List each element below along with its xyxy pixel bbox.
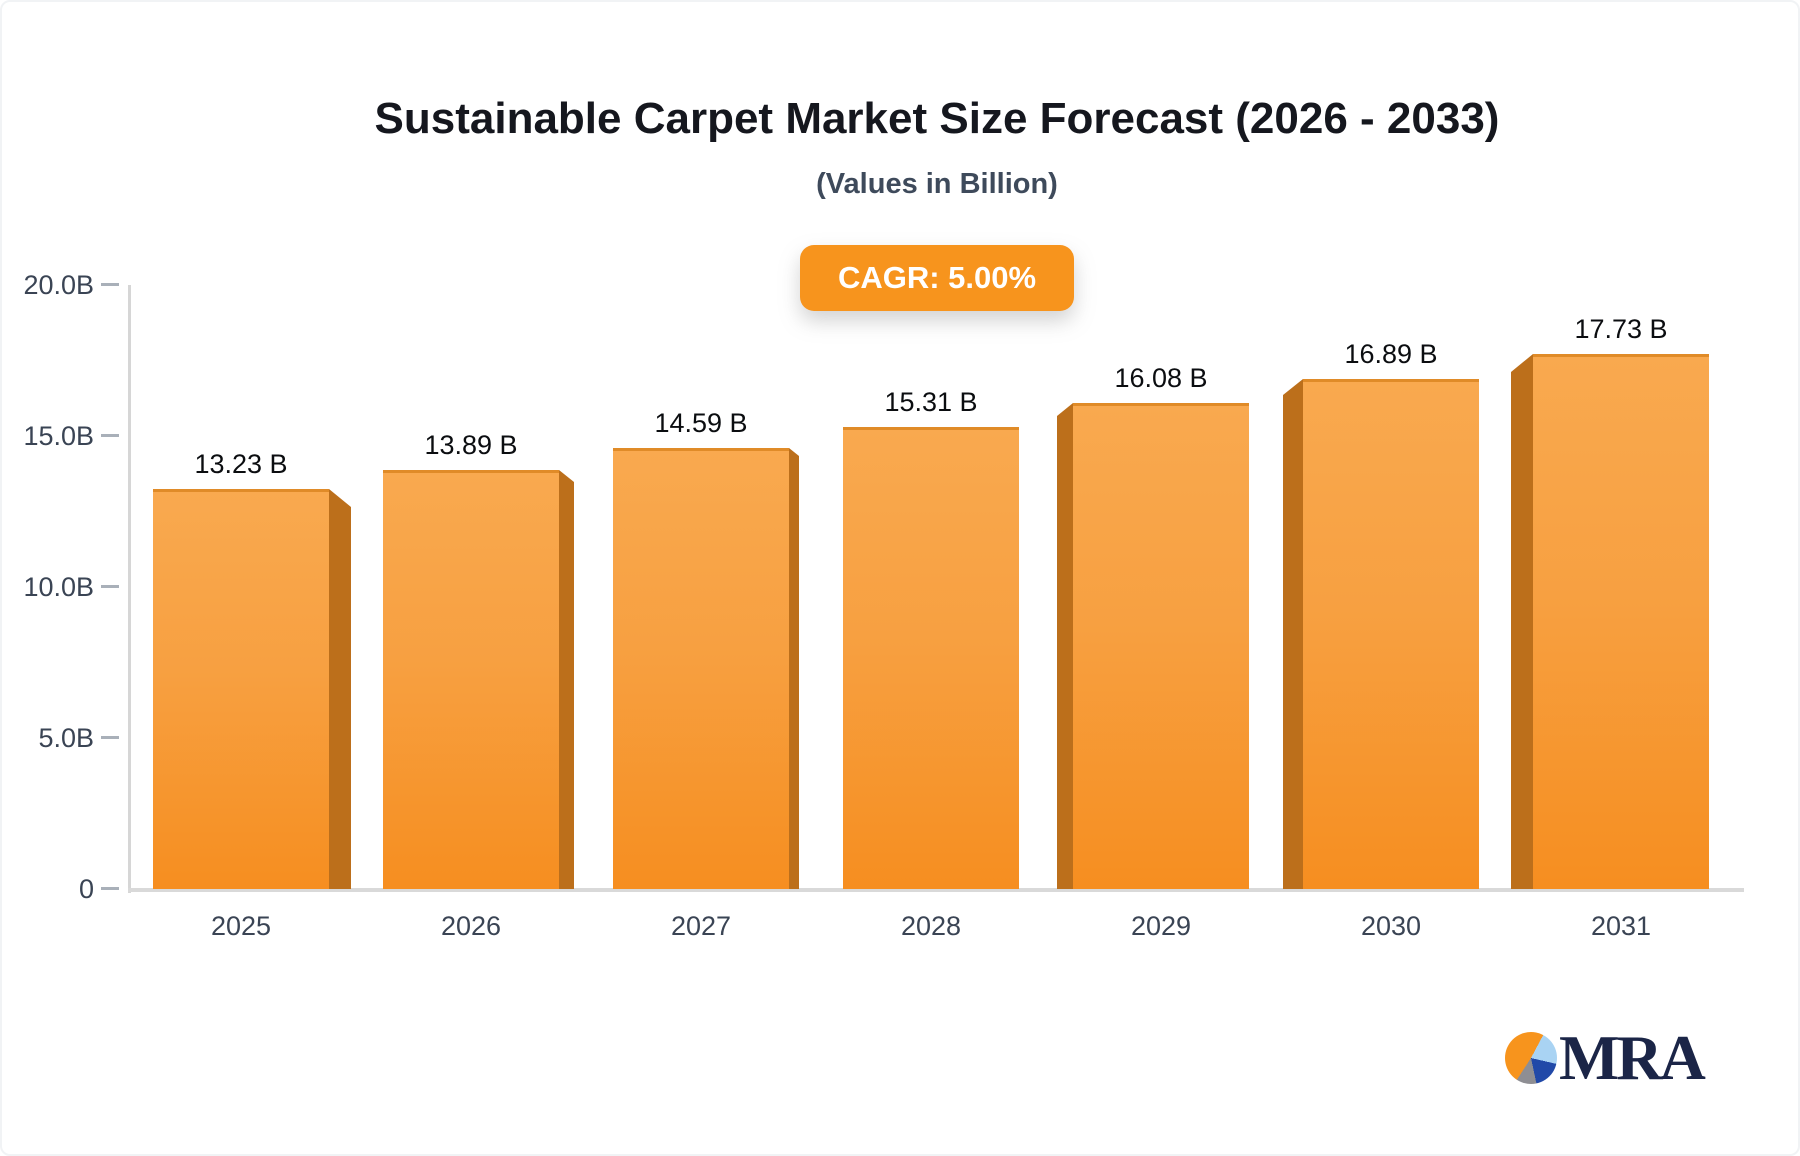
- bar-value-label: 14.59 B: [654, 408, 748, 438]
- bar-2030: [1303, 379, 1479, 889]
- y-tick-label: 10.0B: [23, 572, 94, 602]
- bar-value-label: 13.23 B: [194, 449, 288, 479]
- bar-2029: [1073, 403, 1249, 889]
- bar-value-label: 16.08 B: [1114, 363, 1208, 393]
- y-axis-line: [128, 285, 131, 893]
- x-tick-label: 2025: [210, 911, 272, 941]
- x-tick-label: 2028: [900, 911, 962, 941]
- y-tick-mark: [101, 736, 119, 739]
- y-tick-mark: [101, 585, 119, 588]
- y-tick-mark: [101, 434, 119, 437]
- chart-title: Sustainable Carpet Market Size Forecast …: [374, 94, 1500, 143]
- bar-2028: [843, 427, 1019, 889]
- bar-side-facet: [329, 489, 351, 889]
- y-tick-label: 15.0B: [23, 421, 94, 451]
- cagr-badge: CAGR: 5.00%: [799, 245, 1075, 311]
- chart-subtitle: (Values in Billion): [816, 168, 1058, 200]
- x-tick-label: 2027: [670, 911, 732, 941]
- bar-2026: [383, 470, 559, 889]
- bar-side-facet: [1511, 354, 1533, 889]
- y-tick-mark: [101, 283, 119, 286]
- y-tick-label: 20.0B: [23, 270, 94, 300]
- y-tick-mark: [101, 887, 119, 890]
- bar-value-label: 15.31 B: [884, 387, 978, 417]
- bar-2025: [153, 489, 329, 889]
- bar-value-label: 13.89 B: [424, 430, 518, 460]
- x-tick-label: 2026: [440, 911, 502, 941]
- bar-value-label: 17.73 B: [1574, 314, 1668, 344]
- y-tick-label: 5.0B: [38, 723, 94, 753]
- bar-2031: [1533, 354, 1709, 889]
- brand-logo-text: MRA: [1559, 1022, 1706, 1093]
- bar-2027: [613, 448, 789, 889]
- y-tick-label: 0: [78, 874, 94, 904]
- bar-side-facet: [789, 448, 799, 889]
- bar-side-facet: [1283, 379, 1303, 889]
- bar-side-facet: [1057, 403, 1073, 889]
- x-tick-label: 2030: [1360, 911, 1422, 941]
- pie-chart-logo-icon: [1505, 1032, 1557, 1084]
- brand-logo: MRA: [1505, 1022, 1706, 1093]
- chart-header: Sustainable Carpet Market Size Forecast …: [130, 2, 1744, 311]
- x-axis-baseline: [128, 888, 1744, 892]
- x-tick-label: 2029: [1130, 911, 1192, 941]
- bar-value-label: 16.89 B: [1344, 339, 1438, 369]
- x-tick-label: 2031: [1590, 911, 1652, 941]
- bar-side-facet: [559, 470, 574, 889]
